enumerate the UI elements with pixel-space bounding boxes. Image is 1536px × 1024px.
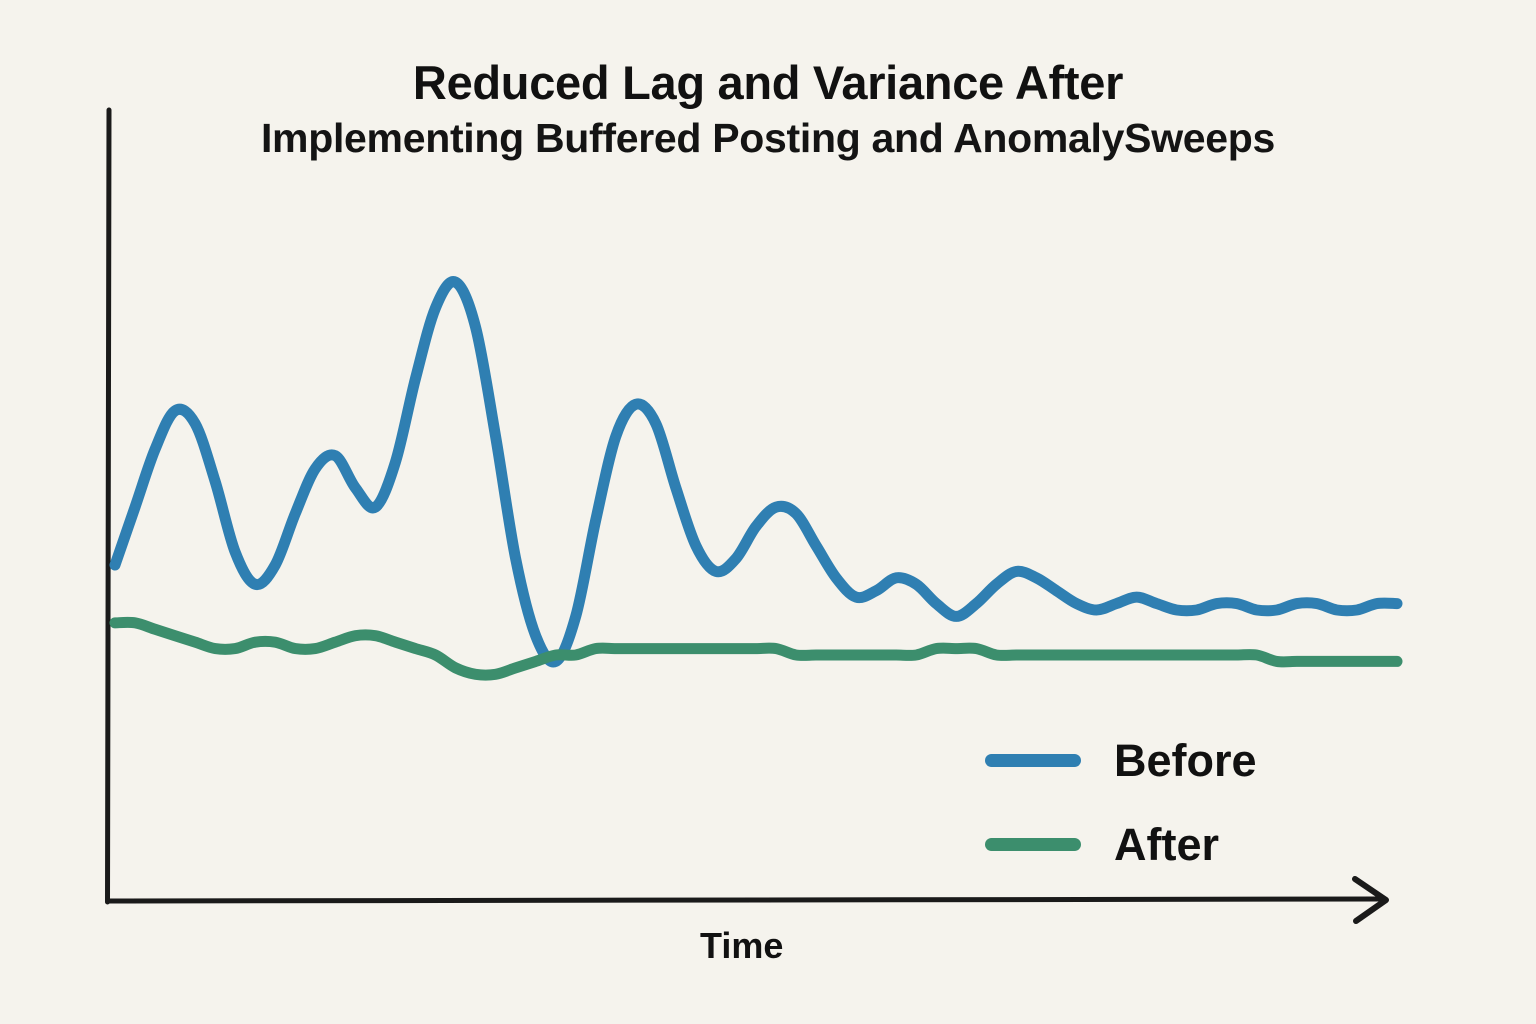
legend-label-before: Before (1114, 734, 1257, 786)
arrow-right-icon (1352, 876, 1389, 924)
legend-item-after[interactable]: After (985, 802, 1405, 886)
legend-swatch-after-icon (985, 837, 1081, 851)
x-axis-label: Time (700, 925, 784, 966)
x-axis-line (105, 896, 1385, 904)
legend-swatch-before-icon (985, 753, 1081, 767)
line-series-before (109, 276, 1403, 668)
legend-label-after: After (1114, 818, 1220, 870)
axes-group (105, 107, 1389, 924)
chart-legend: Before After (985, 718, 1405, 886)
line-series-after (109, 616, 1403, 681)
y-axis-line (105, 107, 112, 905)
legend-item-before[interactable]: Before (985, 718, 1405, 802)
series-group (109, 276, 1403, 681)
